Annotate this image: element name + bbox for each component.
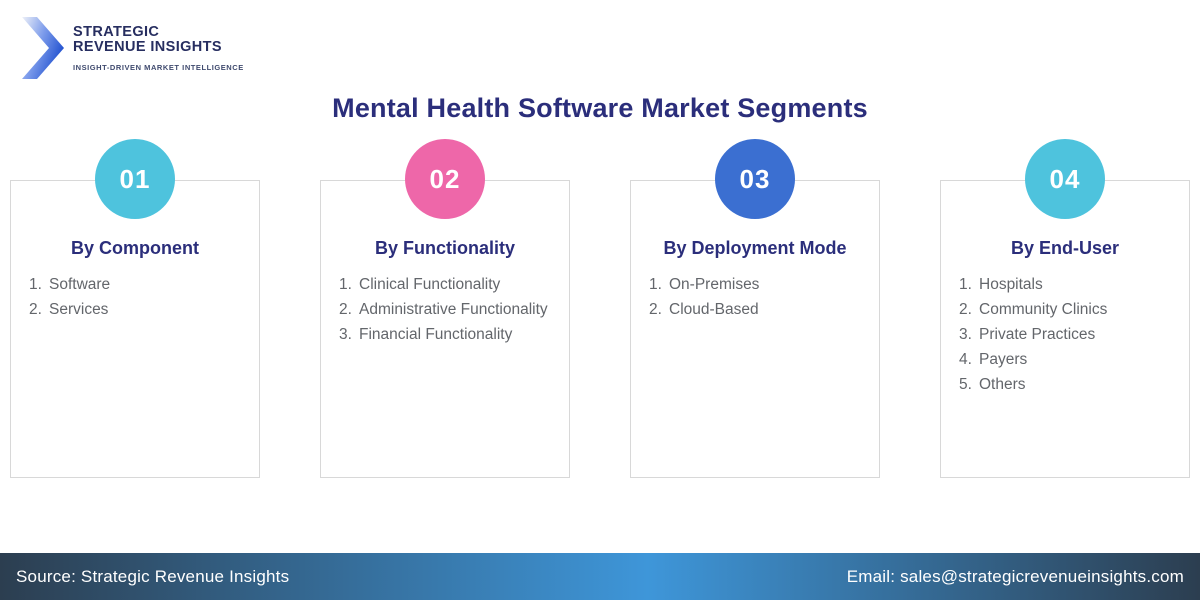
list-item: 4. Payers: [959, 347, 1177, 372]
brand-text: STRATEGIC REVENUE INSIGHTS INSIGHT-DRIVE…: [73, 23, 244, 72]
list-item-label: Payers: [979, 351, 1028, 368]
footer-email-text: Email: sales@strategicrevenueinsights.co…: [846, 566, 1184, 586]
list-item-number: 1.: [29, 276, 42, 293]
segment-box: By Deployment Mode 1. On-Premises 2. Cloud-…: [630, 180, 880, 478]
list-item-number: 2.: [959, 301, 972, 318]
segment-number-badge: 01: [95, 139, 175, 219]
list-item-label: Software: [49, 276, 111, 293]
list-item-label: Community Clinics: [979, 301, 1108, 318]
segment-number-badge: 04: [1025, 139, 1105, 219]
list-item-label: Hospitals: [979, 276, 1043, 293]
list-item: 2. Services: [29, 297, 247, 322]
list-item-label: Private Practices: [979, 326, 1096, 343]
segment-number-badge: 03: [715, 139, 795, 219]
list-item-label: Financial Functionality: [359, 326, 513, 343]
list-item: 2. Community Clinics: [959, 297, 1177, 322]
list-item-number: 5.: [959, 376, 972, 393]
brand-tagline: INSIGHT-DRIVEN MARKET INTELLIGENCE: [73, 62, 244, 72]
footer-bar: Source: Strategic Revenue Insights Email…: [0, 553, 1200, 600]
list-item: 2. Administrative Functionality: [339, 297, 557, 322]
segment-box: By Functionality 1. Clinical Functionalit…: [320, 180, 570, 478]
segment-heading: By Component: [71, 238, 199, 258]
list-item-number: 4.: [959, 351, 972, 368]
list-item-label: Services: [49, 301, 109, 318]
list-item-label: On-Premises: [669, 276, 760, 293]
page-title: Mental Health Software Market Segments: [332, 93, 868, 123]
footer-source-text: Source: Strategic Revenue Insights: [16, 566, 290, 586]
segment-list: 1. On-Premises 2. Cloud-Based: [649, 272, 867, 322]
list-item-number: 2.: [29, 301, 42, 318]
list-item: 3. Private Practices: [959, 322, 1177, 347]
list-item-number: 3.: [339, 326, 352, 343]
segment-heading: By Deployment Mode: [663, 238, 847, 258]
list-item: 5. Others: [959, 372, 1177, 397]
brand-name-line2: REVENUE INSIGHTS: [73, 38, 223, 55]
segment-card-functionality: 02 By Functionality 1. Clinical Functiona…: [320, 139, 570, 480]
segment-card-deployment-mode: 03 By Deployment Mode 1. On-Premises 2. Clo…: [630, 139, 880, 480]
segment-list: 1. Clinical Functionality 2. Administrative…: [339, 272, 557, 347]
list-item: 1. On-Premises: [649, 272, 867, 297]
list-item: 1. Hospitals: [959, 272, 1177, 297]
list-item: 2. Cloud-Based: [649, 297, 867, 322]
list-item-label: Cloud-Based: [669, 301, 759, 318]
segment-card-end-user: 04 By End-User 1. Hospitals 2. Community Cl…: [940, 139, 1190, 480]
list-item-label: Administrative Functionality: [359, 301, 548, 318]
brand-logo: STRATEGIC REVENUE INSIGHTS INSIGHT-DRIVE…: [22, 17, 244, 79]
segment-heading: By Functionality: [374, 238, 515, 258]
chevron-right-icon: [22, 17, 64, 79]
segment-heading: By End-User: [1010, 238, 1120, 258]
segment-box: By Component 1. Software 2. Services: [10, 180, 260, 478]
list-item: 3. Financial Functionality: [339, 322, 557, 347]
segment-list: 1. Software 2. Services: [29, 272, 247, 322]
list-item-label: Clinical Functionality: [359, 276, 501, 293]
brand-name-line1: STRATEGIC: [73, 23, 160, 40]
list-item-number: 2.: [649, 301, 662, 318]
list-item-label: Others: [979, 376, 1026, 393]
list-item-number: 1.: [959, 276, 972, 293]
list-item-number: 1.: [339, 276, 352, 293]
list-item-number: 1.: [649, 276, 662, 293]
list-item-number: 2.: [339, 301, 352, 318]
segment-number-badge: 02: [405, 139, 485, 219]
list-item-number: 3.: [959, 326, 972, 343]
segment-card-component: 01 By Component 1. Software 2. Services: [10, 139, 260, 480]
list-item: 1. Clinical Functionality: [339, 272, 557, 297]
segment-list: 1. Hospitals 2. Community Clinics 3. Private …: [959, 272, 1177, 397]
list-item: 1. Software: [29, 272, 247, 297]
segment-box: By End-User 1. Hospitals 2. Community Clini…: [940, 180, 1190, 478]
